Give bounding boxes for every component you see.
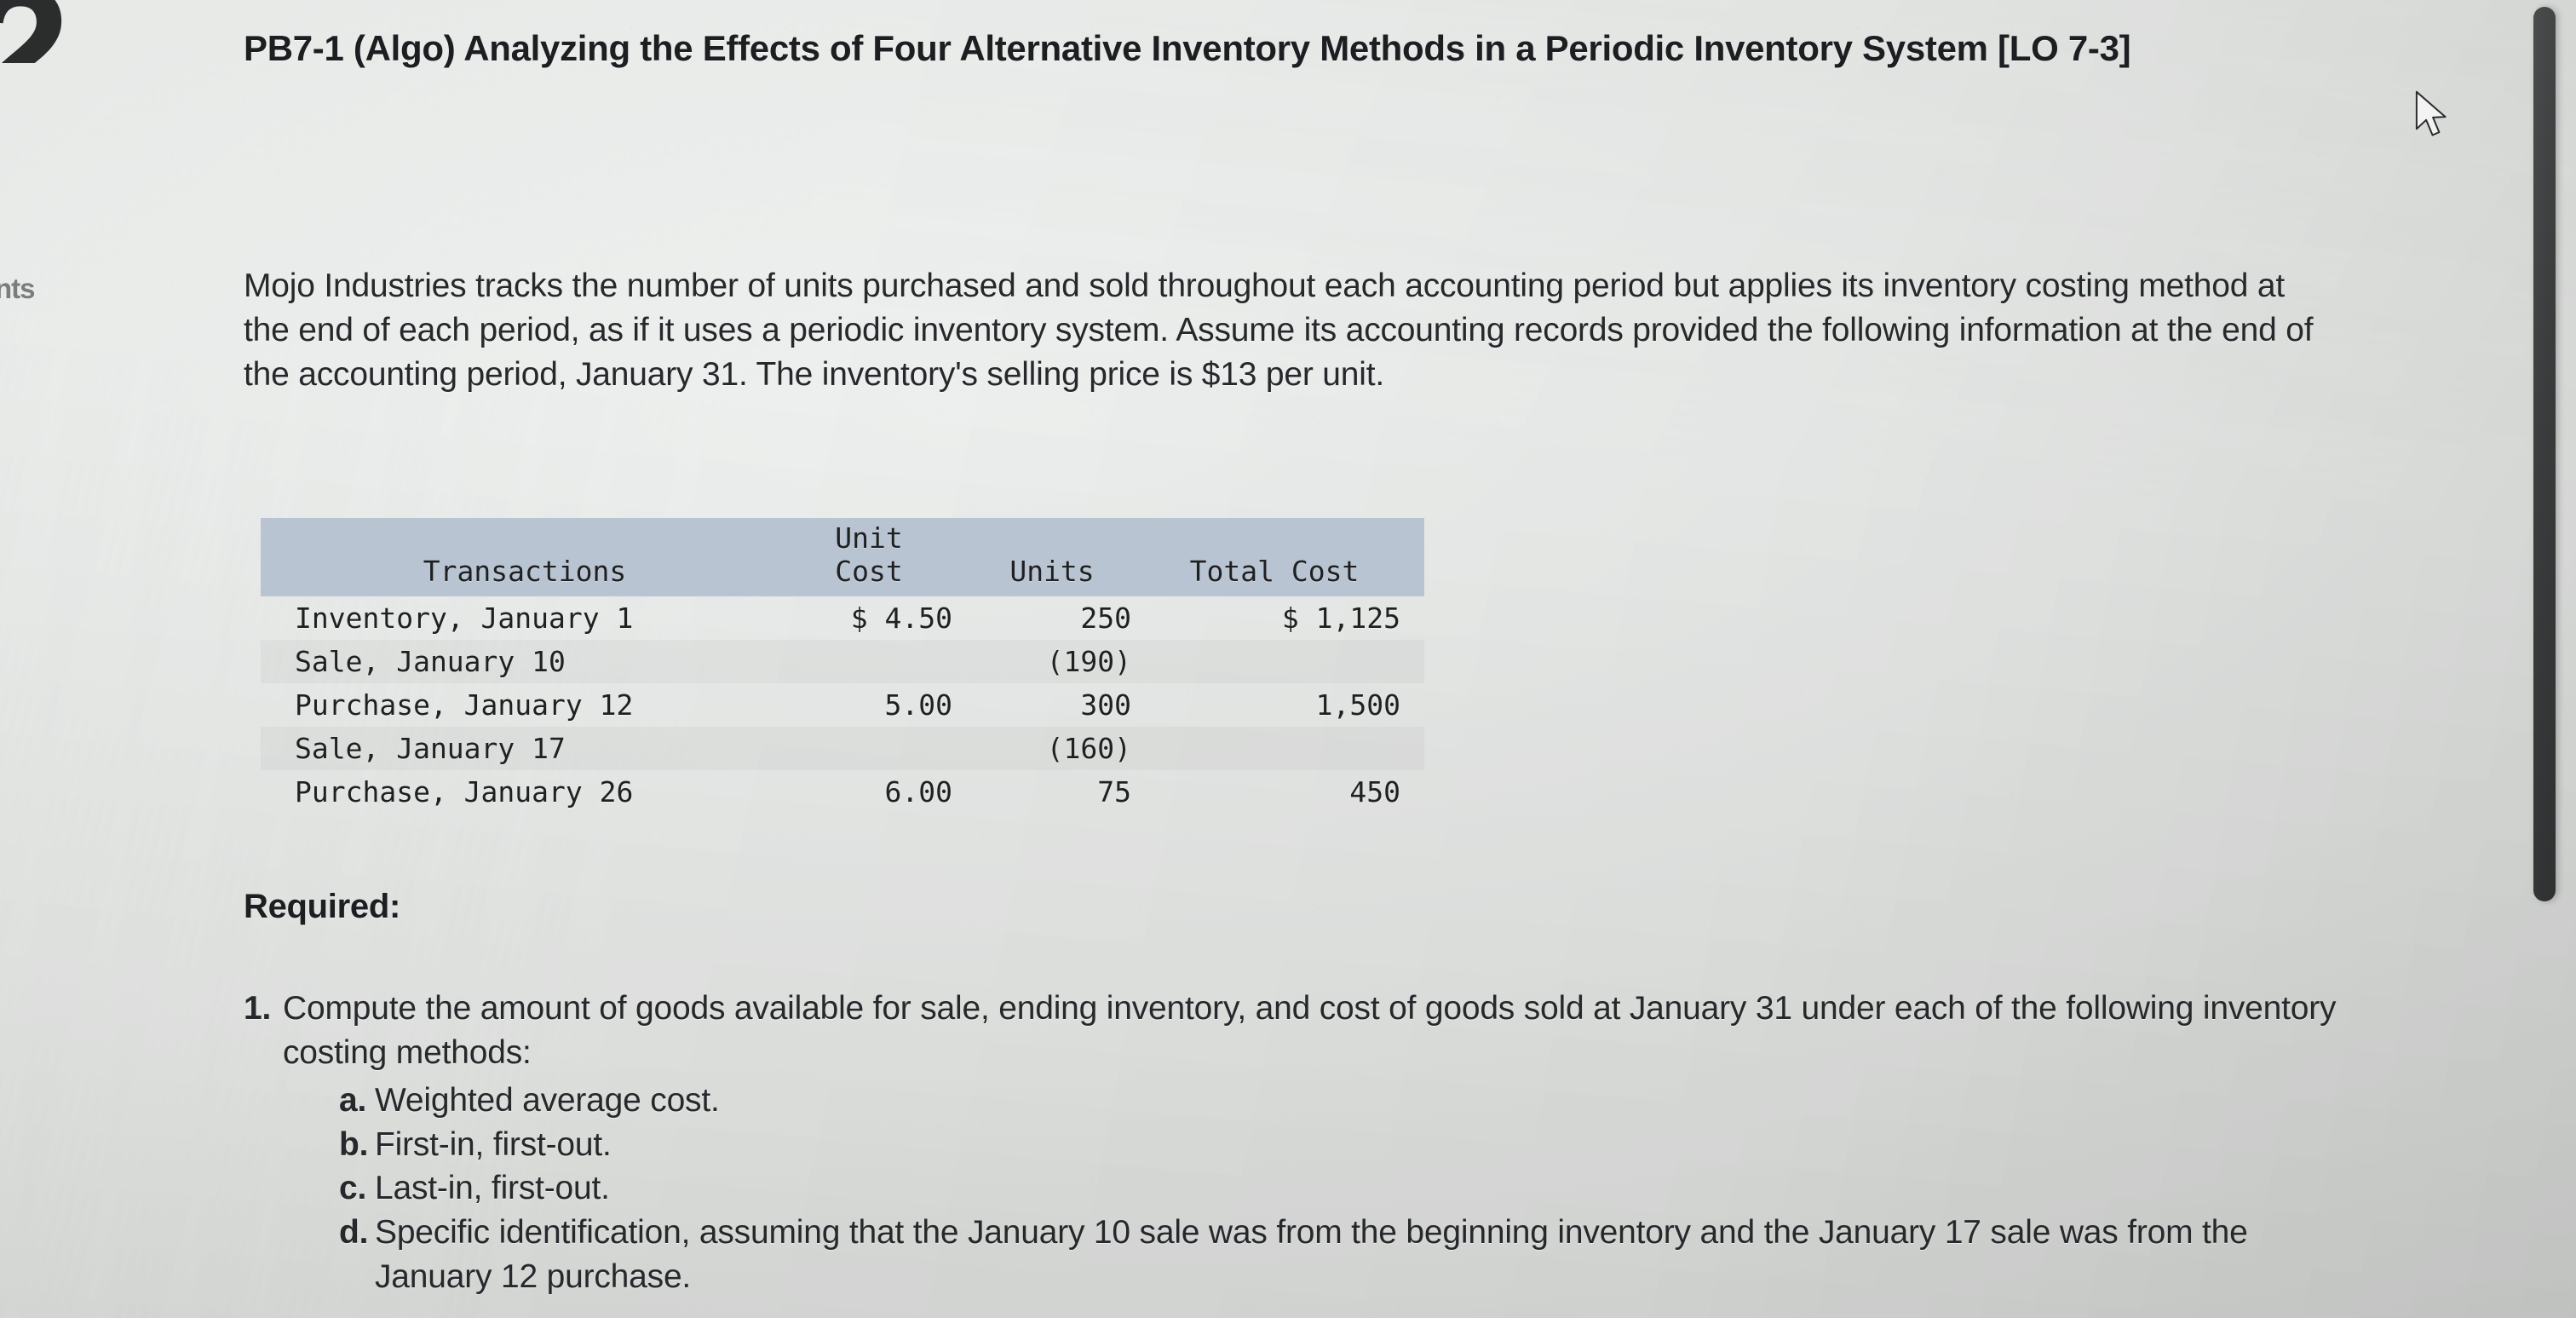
table-header: Transactions Unit Cost Units Total Cost bbox=[261, 518, 1424, 596]
cell-transaction: Sale, January 17 bbox=[261, 727, 784, 770]
cell-units: 250 bbox=[1080, 601, 1131, 635]
cell-unit-cost bbox=[784, 727, 971, 770]
column-header-unit-cost: Unit Cost bbox=[784, 518, 971, 596]
cell-total-cost bbox=[1147, 727, 1424, 770]
required-heading: Required: bbox=[244, 888, 400, 925]
required-item-1: 1. Compute the amount of goods available… bbox=[244, 987, 2339, 1299]
subitem-marker: d. bbox=[339, 1214, 369, 1252]
subitem-marker: c. bbox=[339, 1170, 367, 1207]
subitem-text: Last-in, first-out. bbox=[375, 1170, 610, 1207]
column-header-transactions: Transactions bbox=[261, 518, 784, 596]
subitem-text: Specific identification, assuming that t… bbox=[375, 1214, 2248, 1296]
subitem-text: Weighted average cost. bbox=[375, 1081, 720, 1119]
mouse-cursor-arrow-icon bbox=[2413, 90, 2451, 140]
cell-total-cost: 450 bbox=[1349, 775, 1400, 809]
cell-unit-cost: 6.00 bbox=[884, 775, 952, 809]
question-body-text: Mojo Industries tracks the number of uni… bbox=[244, 268, 2314, 393]
required-subitem-b: b. First-in, first-out. bbox=[339, 1123, 2339, 1167]
column-header-total-cost: Total Cost bbox=[1147, 518, 1424, 596]
subitem-marker: b. bbox=[339, 1125, 369, 1163]
cell-unit-cost: 5.00 bbox=[884, 688, 952, 722]
cell-units: (190) bbox=[971, 640, 1147, 683]
table-row: Purchase, January 12 5.00 300 1,500 bbox=[261, 683, 1424, 727]
cell-total-cost: 1,500 bbox=[1315, 688, 1400, 722]
subitem-marker: a. bbox=[339, 1081, 367, 1119]
table-header-row: Transactions Unit Cost Units Total Cost bbox=[261, 518, 1424, 596]
clipped-edge-label: nts bbox=[0, 273, 35, 304]
column-header-units: Units bbox=[971, 518, 1147, 596]
cell-unit-cost: $ 4.50 bbox=[850, 601, 952, 635]
cell-total-cost bbox=[1147, 640, 1424, 683]
cell-total-cost: $ 1,125 bbox=[1281, 601, 1400, 635]
cell-transaction: Sale, January 10 bbox=[261, 640, 784, 683]
subitem-text: First-in, first-out. bbox=[375, 1125, 612, 1163]
required-subitem-list: a. Weighted average cost. b. First-in, f… bbox=[283, 1079, 2339, 1299]
table-row: Sale, January 10 (190) bbox=[261, 640, 1424, 683]
clipped-edge-glyph: 2 bbox=[0, 0, 99, 63]
cell-units: 300 bbox=[1080, 688, 1131, 722]
table-row: Purchase, January 26 6.00 75 450 bbox=[261, 770, 1424, 814]
cell-unit-cost bbox=[784, 640, 971, 683]
vertical-scrollbar-thumb[interactable] bbox=[2533, 7, 2556, 901]
required-item-marker: 1. bbox=[244, 990, 272, 1027]
cell-transaction: Purchase, January 26 bbox=[295, 775, 634, 809]
transactions-table: Transactions Unit Cost Units Total Cost … bbox=[261, 518, 1424, 814]
transactions-table-wrapper: Transactions Unit Cost Units Total Cost … bbox=[261, 518, 1424, 814]
table-row: Inventory, January 1 $ 4.50 250 $ 1,125 bbox=[261, 596, 1424, 640]
cell-units: (160) bbox=[971, 727, 1147, 770]
table-row: Sale, January 17 (160) bbox=[261, 727, 1424, 770]
cell-units: 75 bbox=[1097, 775, 1131, 809]
required-list: 1. Compute the amount of goods available… bbox=[244, 987, 2339, 1299]
required-item-text: Compute the amount of goods available fo… bbox=[283, 990, 2337, 1071]
page-title: PB7-1 (Algo) Analyzing the Effects of Fo… bbox=[244, 28, 2131, 68]
cell-transaction: Purchase, January 12 bbox=[295, 688, 634, 722]
cell-transaction: Inventory, January 1 bbox=[295, 601, 634, 635]
table-body: Inventory, January 1 $ 4.50 250 $ 1,125 … bbox=[261, 596, 1424, 814]
required-subitem-c: c. Last-in, first-out. bbox=[339, 1166, 2339, 1211]
required-subitem-a: a. Weighted average cost. bbox=[339, 1079, 2339, 1123]
required-subitem-d: d. Specific identification, assuming tha… bbox=[339, 1211, 2339, 1299]
